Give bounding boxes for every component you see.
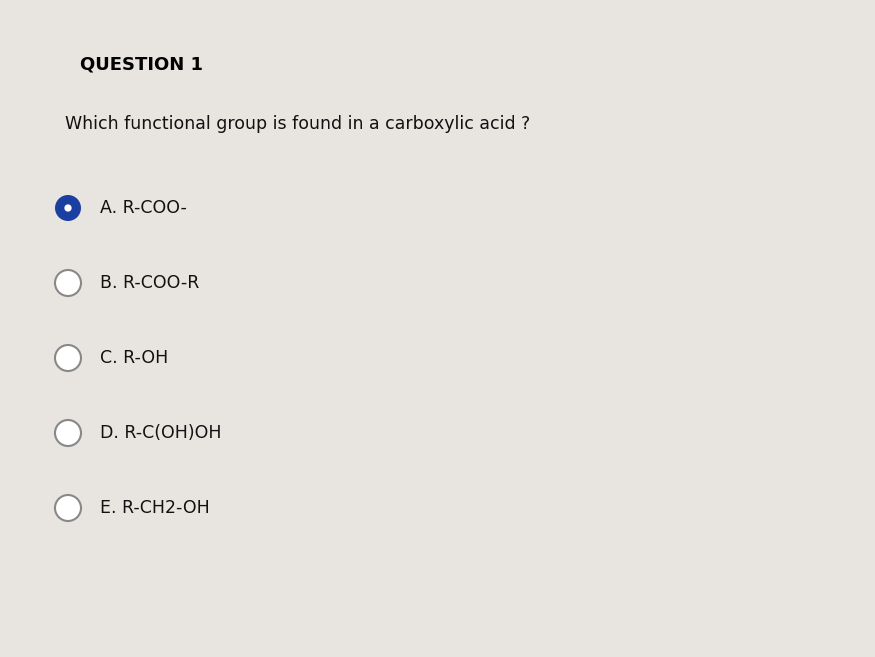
Circle shape (65, 204, 72, 212)
Circle shape (55, 420, 81, 446)
Circle shape (55, 495, 81, 521)
Circle shape (55, 195, 81, 221)
Text: E. R-CH2-OH: E. R-CH2-OH (100, 499, 210, 517)
Circle shape (55, 345, 81, 371)
Text: D. R-C(OH)OH: D. R-C(OH)OH (100, 424, 221, 442)
Text: QUESTION 1: QUESTION 1 (80, 55, 203, 73)
Text: B. R-COO-R: B. R-COO-R (100, 274, 200, 292)
Text: A. R-COO-: A. R-COO- (100, 199, 187, 217)
Text: C. R-OH: C. R-OH (100, 349, 168, 367)
Circle shape (55, 270, 81, 296)
Text: Which functional group is found in a carboxylic acid ?: Which functional group is found in a car… (65, 115, 530, 133)
